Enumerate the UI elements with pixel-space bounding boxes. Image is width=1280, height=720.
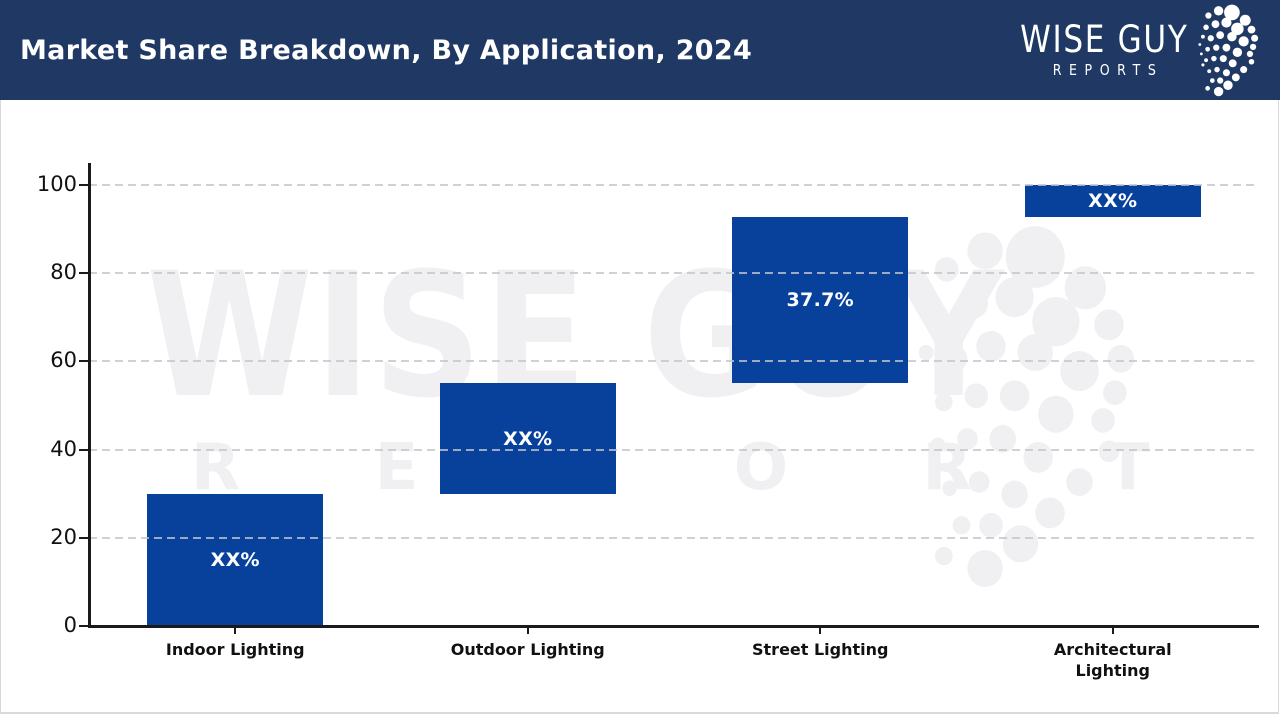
dotted-head-logo-icon — [1198, 4, 1259, 97]
header: Market Share Breakdown, By Application, … — [0, 0, 1280, 100]
y-gridline — [89, 536, 1259, 539]
x-category-label: Indoor Lighting — [165, 640, 305, 659]
y-tick — [79, 448, 89, 451]
x-category-label: Outdoor Lighting — [450, 640, 605, 659]
bar-value-label: XX% — [210, 548, 260, 571]
bar-segment: XX% — [147, 493, 324, 626]
y-gridline — [89, 448, 1259, 451]
y-gridline — [89, 360, 1259, 363]
bar-value-label: XX% — [1088, 190, 1138, 213]
bar-value-label: 37.7% — [786, 289, 854, 312]
x-tick — [1111, 626, 1114, 634]
x-tick — [526, 626, 529, 634]
y-tick-label: 60 — [50, 348, 77, 373]
y-axis-line — [88, 163, 91, 628]
watermark-head-icon — [918, 226, 1135, 587]
y-tick-label: 20 — [50, 524, 77, 549]
chart-region: WISE GUY R E P O R T S — [0, 100, 1279, 714]
bar-segment: 37.7% — [732, 217, 909, 384]
y-gridline — [89, 272, 1259, 275]
y-tick-label: 0 — [63, 613, 77, 637]
x-axis-line — [88, 625, 1259, 628]
y-gridline — [89, 184, 1259, 186]
x-category-label: Street Lighting — [752, 640, 889, 659]
watermark-subtitle-text: R E P O R T S — [191, 431, 1279, 505]
bar-value-label: XX% — [503, 427, 553, 450]
page-title: Market Share Breakdown, By Application, … — [20, 34, 753, 66]
y-tick — [79, 625, 89, 627]
bar-segment: XX% — [1024, 185, 1201, 218]
x-tick — [819, 626, 822, 634]
brand-name: WISE GUY — [1019, 18, 1188, 61]
brand-logo: WISE GUY REPORTS — [988, 0, 1270, 100]
y-tick-label: 100 — [36, 172, 77, 196]
y-tick — [79, 536, 89, 539]
x-tick — [234, 626, 237, 634]
x-category-label: Architectural Lighting — [1053, 640, 1172, 680]
y-tick-label: 80 — [50, 260, 77, 285]
y-tick — [79, 360, 89, 363]
brand-logo-text: WISE GUY REPORTS — [1020, 21, 1188, 79]
y-tick-label: 40 — [50, 436, 77, 461]
y-tick — [79, 272, 89, 275]
bar-segment: XX% — [439, 383, 616, 494]
y-tick — [79, 184, 89, 186]
brand-subtitle: REPORTS — [1052, 61, 1163, 79]
